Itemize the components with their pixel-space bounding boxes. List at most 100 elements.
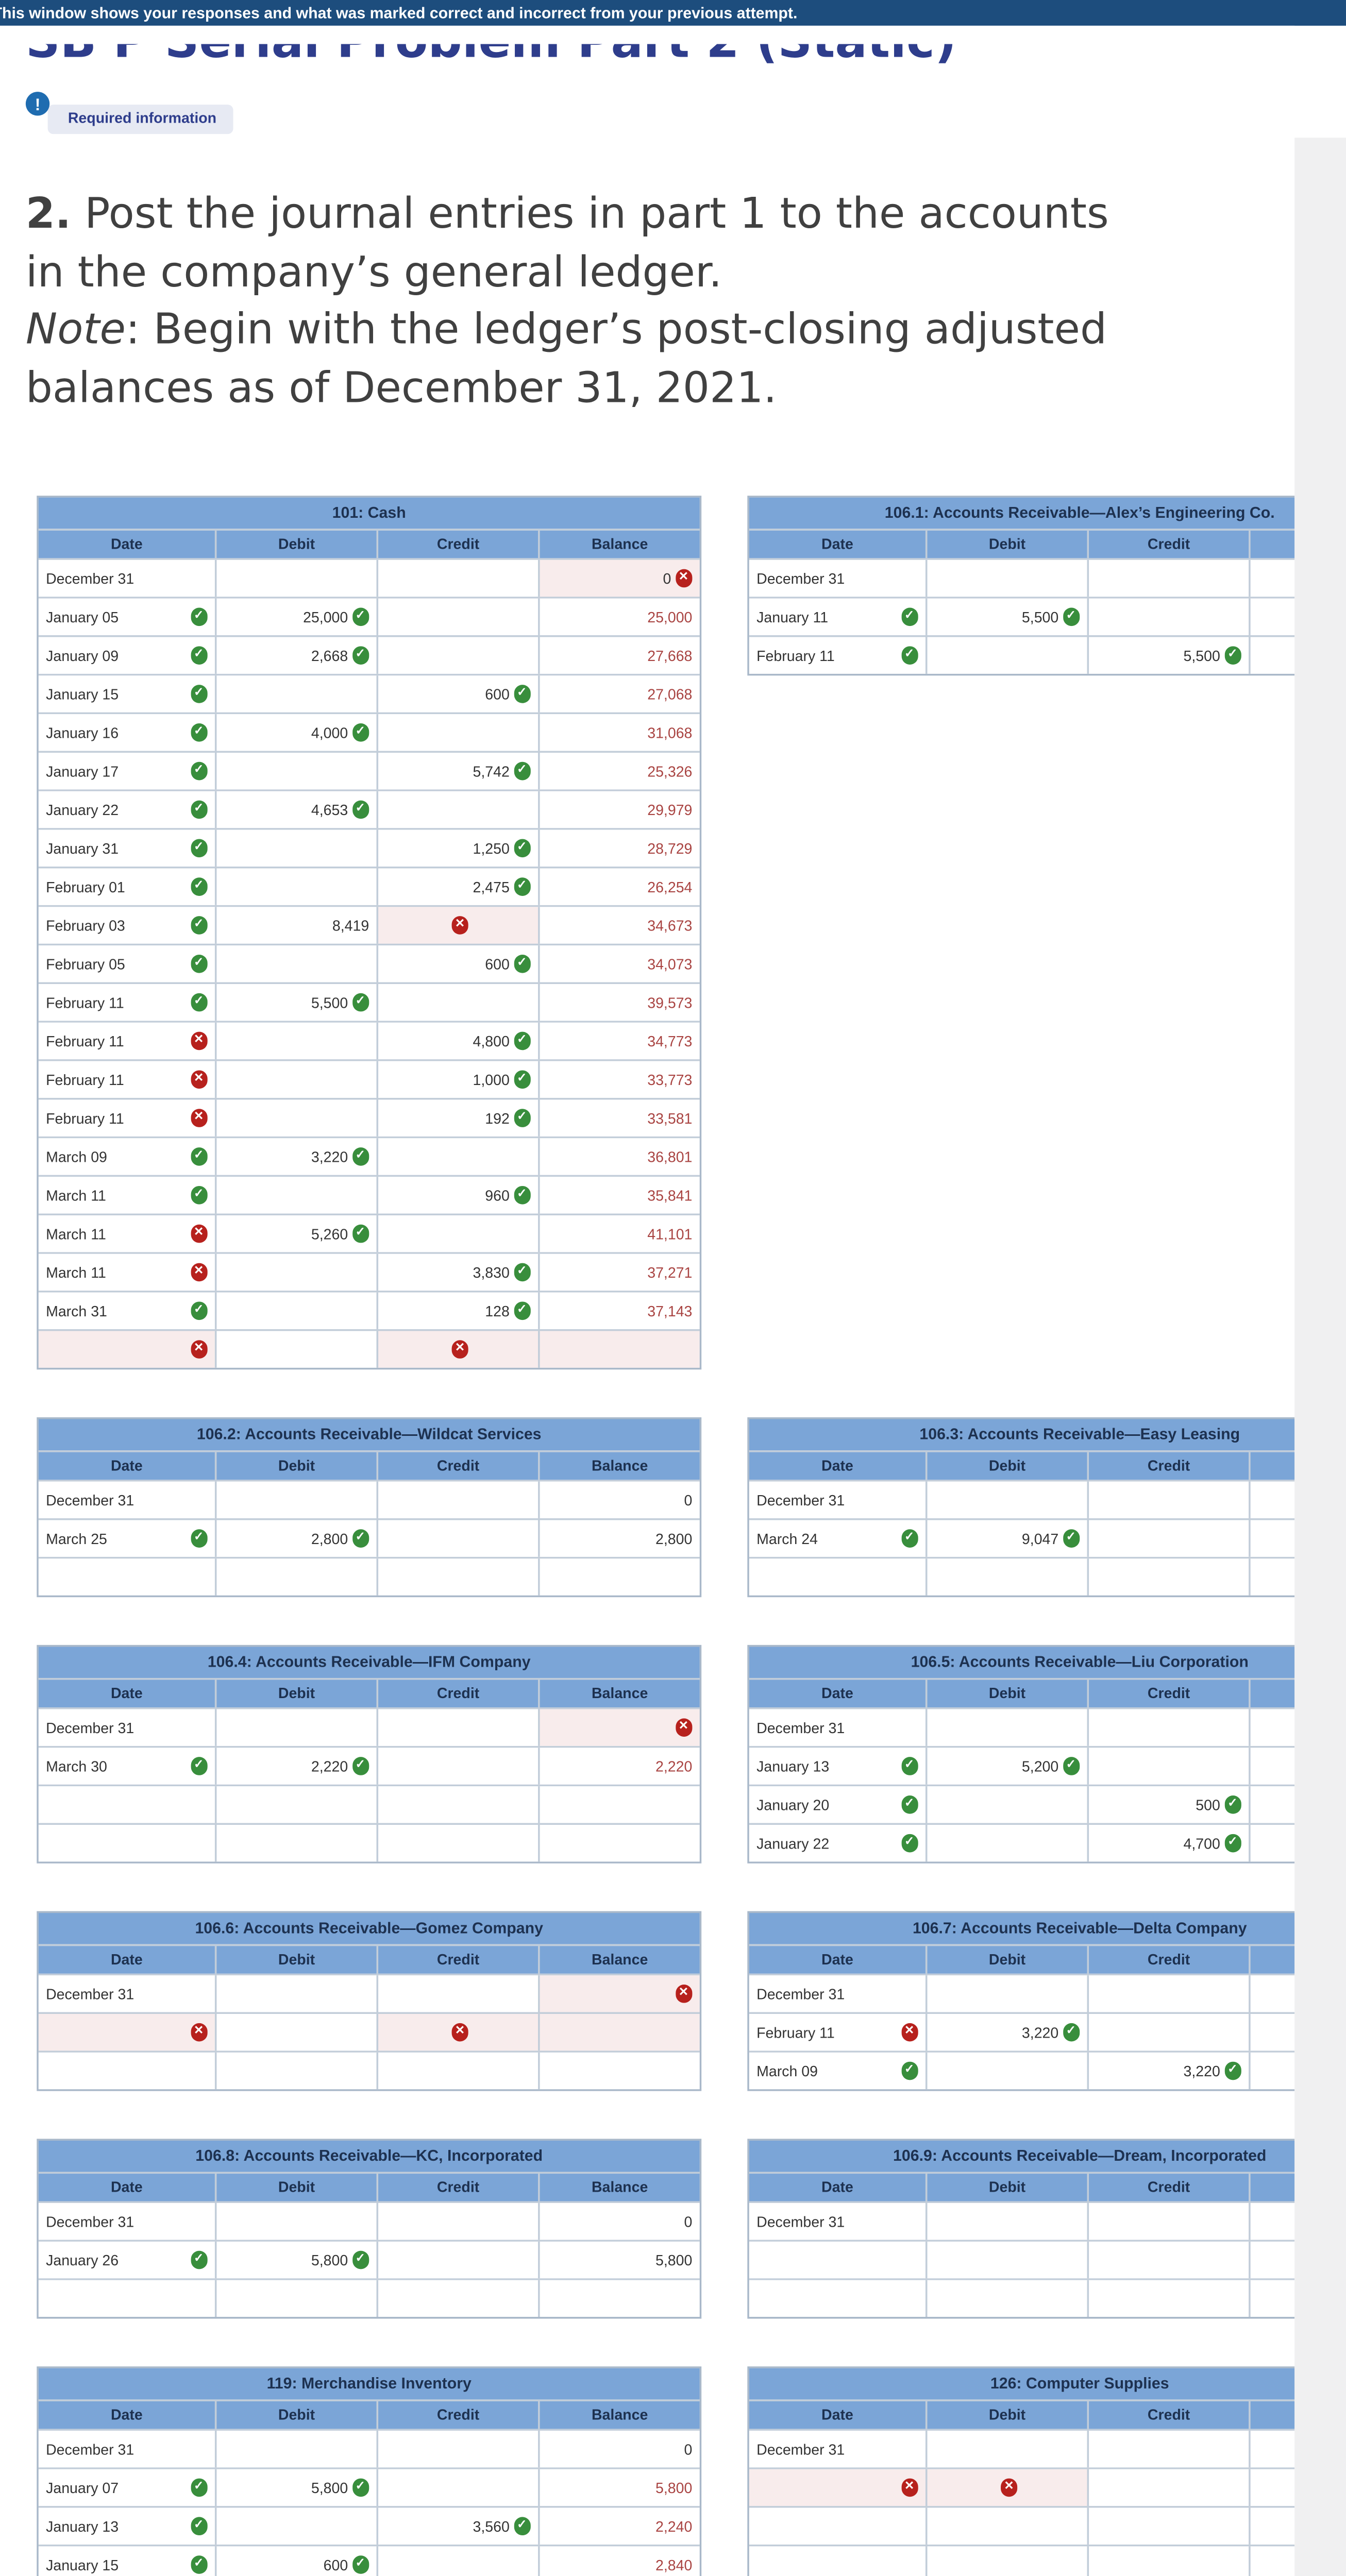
debit-cell xyxy=(925,1825,1087,1862)
incorrect-x-icon: ✕ xyxy=(451,917,469,934)
date-cell: January 13 ✓ xyxy=(38,2507,215,2545)
date-cell: January 16 ✓ xyxy=(38,714,215,751)
credit-cell xyxy=(376,2430,539,2468)
credit-cell: 5,742 ✓ xyxy=(376,752,539,790)
date-cell: December 31 xyxy=(749,2430,926,2468)
balance-cell: ✕ xyxy=(538,1975,700,2012)
ledger-row: February 01 ✓ 2,475 ✓ 26,254 xyxy=(38,866,700,905)
correct-check-icon: ✓ xyxy=(190,647,208,665)
correct-check-icon: ✓ xyxy=(351,647,369,665)
column-header-credit: Credit xyxy=(1087,1452,1249,1480)
correct-check-icon: ✓ xyxy=(1062,608,1080,626)
date-cell xyxy=(38,1825,215,1862)
date-cell: January 26 ✓ xyxy=(38,2241,215,2279)
ledger-title: 106.2: Accounts Receivable—Wildcat Servi… xyxy=(38,1419,700,1451)
credit-cell xyxy=(1087,1558,1249,1596)
correct-check-icon: ✓ xyxy=(190,993,208,1011)
column-header-balance: Balance xyxy=(1249,2174,1295,2201)
credit-cell xyxy=(1087,2203,1249,2240)
ledger-title: 106.5: Accounts Receivable—Liu Corporati… xyxy=(749,1647,1295,1678)
ledger-row: January 16 ✓ 4,000 ✓ 31,068 xyxy=(38,712,700,751)
date-cell: December 31 xyxy=(38,1709,215,1746)
balance-cell: 34,073 xyxy=(538,945,700,982)
column-header-date: Date xyxy=(38,1680,215,1707)
correct-check-icon: ✓ xyxy=(190,2251,208,2269)
page-background-gutter xyxy=(1294,138,1346,2576)
date-cell: January 07 ✓ xyxy=(38,2469,215,2506)
balance-cell: 26,254 xyxy=(538,868,700,905)
ledger-row: February 11 ✕ 4,800 ✓ 34,773 xyxy=(38,1021,700,1060)
credit-cell: ✕ xyxy=(376,907,539,944)
ledger-row: January 13 ✓ 5,200 ✓ xyxy=(749,1745,1295,1785)
column-header-date: Date xyxy=(749,1946,926,1974)
debit-cell: 4,653 ✓ xyxy=(214,791,377,828)
credit-cell xyxy=(1087,1481,1249,1518)
credit-cell: 1,250 ✓ xyxy=(376,829,539,867)
previous-attempt-banner: This window shows your responses and wha… xyxy=(0,0,1346,26)
ledger-row: March 24 ✓ 9,047 ✓ xyxy=(749,1518,1295,1557)
balance-cell: 25,000 xyxy=(538,598,700,635)
balance-cell: 0 ✕ xyxy=(538,560,700,597)
correct-check-icon: ✓ xyxy=(190,878,208,896)
ledger-row: January 22 ✓ 4,653 ✓ 29,979 xyxy=(38,789,700,828)
ledger-row xyxy=(749,1556,1295,1596)
balance-cell xyxy=(1249,2203,1295,2240)
credit-cell: 500 ✓ xyxy=(1087,1786,1249,1823)
debit-cell xyxy=(214,1481,377,1518)
debit-cell: 2,220 ✓ xyxy=(214,1748,377,1785)
ledger-pair-row: 106.8: Accounts Receivable—KC, Incorpora… xyxy=(37,2139,1295,2319)
column-header-credit: Credit xyxy=(376,1680,539,1707)
credit-cell: 600 ✓ xyxy=(376,675,539,713)
balance-cell xyxy=(1249,2507,1295,2545)
date-cell: January 15 ✓ xyxy=(38,675,215,713)
column-header-balance: Balance xyxy=(538,2174,700,2201)
date-cell: January 31 ✓ xyxy=(38,829,215,867)
column-header-date: Date xyxy=(749,530,926,558)
ledger-row: December 31 xyxy=(749,1480,1295,1518)
date-cell xyxy=(38,2280,215,2317)
ledger-row: ✕ ✕ xyxy=(38,1329,700,1368)
date-cell: December 31 xyxy=(38,2203,215,2240)
credit-cell: 5,500 ✓ xyxy=(1087,637,1249,674)
balance-cell xyxy=(538,2052,700,2090)
balance-cell: 34,773 xyxy=(538,1022,700,1060)
ledger-106-5-liu-corporation: 106.5: Accounts Receivable—Liu Corporati… xyxy=(747,1645,1295,1863)
balance-cell xyxy=(538,1786,700,1823)
balance-cell: 31,068 xyxy=(538,714,700,751)
credit-cell xyxy=(376,637,539,674)
content-area: SB P Serial Problem Part 2 (Static) ! Re… xyxy=(0,25,1295,2576)
date-cell: January 22 ✓ xyxy=(38,791,215,828)
correct-check-icon: ✓ xyxy=(513,1302,531,1320)
ledger-row: January 15 ✓ 600 ✓ 2,840 xyxy=(38,2544,700,2576)
debit-cell xyxy=(214,1825,377,1862)
debit-cell xyxy=(925,2241,1087,2279)
credit-cell xyxy=(376,1975,539,2012)
column-header-debit: Debit xyxy=(925,1946,1087,1974)
date-cell: March 25 ✓ xyxy=(38,1520,215,1557)
debit-cell xyxy=(925,1481,1087,1518)
correct-check-icon: ✓ xyxy=(351,723,369,741)
correct-check-icon: ✓ xyxy=(351,2479,369,2497)
date-cell: January 15 ✓ xyxy=(38,2546,215,2576)
date-cell: December 31 xyxy=(38,1975,215,2012)
ledger-row: January 31 ✓ 1,250 ✓ 28,729 xyxy=(38,828,700,867)
date-cell: March 11 ✕ xyxy=(38,1253,215,1291)
incorrect-x-icon: ✕ xyxy=(675,569,693,587)
debit-cell xyxy=(925,2546,1087,2576)
ledger-row: February 11 ✓ 5,500 ✓ xyxy=(749,635,1295,674)
correct-check-icon: ✓ xyxy=(190,839,208,857)
ledger-row: December 31 xyxy=(749,558,1295,597)
assignment-title-clip: SB P Serial Problem Part 2 (Static) xyxy=(26,44,1294,84)
debit-cell xyxy=(214,2203,377,2240)
ledger-title: 106.1: Accounts Receivable—Alex’s Engine… xyxy=(749,497,1295,529)
date-cell xyxy=(749,1558,926,1596)
credit-cell: 4,800 ✓ xyxy=(376,1022,539,1060)
correct-check-icon: ✓ xyxy=(513,1071,531,1089)
correct-check-icon: ✓ xyxy=(190,608,208,626)
ledger-row: December 31 0 ✕ xyxy=(38,558,700,597)
date-cell: January 11 ✓ xyxy=(749,598,926,635)
correct-check-icon: ✓ xyxy=(900,647,918,665)
column-header-credit: Credit xyxy=(1087,1946,1249,1974)
